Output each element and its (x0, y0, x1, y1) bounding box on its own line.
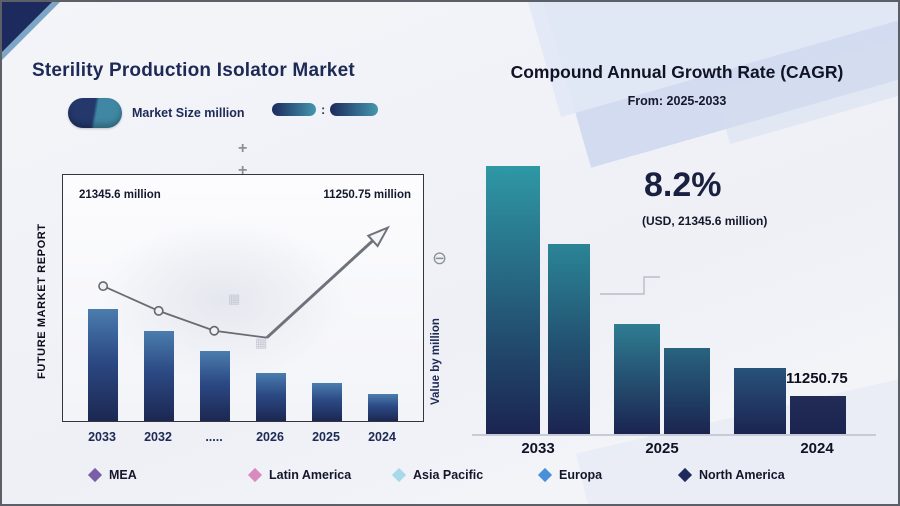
cagr-x-axis: 2033 2025 2024 (472, 440, 876, 462)
market-bar-2024 (368, 394, 398, 421)
legend-label: Asia Pacific (413, 468, 484, 482)
legend-label: Europa (559, 468, 603, 482)
legend-label: Latin America (269, 468, 352, 482)
legend-label: North America (699, 468, 785, 482)
market-x-label: 2032 (144, 430, 172, 444)
cagr-bars (472, 132, 876, 434)
legend-diamond-icon (247, 467, 263, 483)
cagr-baseline (472, 434, 876, 436)
legend-label: MEA (109, 468, 137, 482)
market-bar-2026 (256, 373, 286, 421)
cagr-title: Compound Annual Growth Rate (CAGR) (510, 62, 844, 82)
pill-separator: : (321, 102, 326, 117)
chart-max-value-label: 21345.6 million (79, 189, 161, 201)
cagr-x-label: 2033 (521, 440, 555, 457)
legend-item-north-america: North America (677, 467, 785, 483)
cagr-bar-2024-2 (790, 396, 846, 434)
cagr-x-label: 2024 (800, 440, 834, 457)
cagr-bar-2033-2 (548, 244, 590, 434)
minus-circle-icon: ⊖ (432, 248, 448, 268)
cagr-x-label: 2025 (645, 440, 679, 457)
chart-min-value-label: 11250.75 million (323, 189, 411, 201)
corner-triangle (2, 2, 56, 56)
cagr-subtitle: From: 2025-2033 (627, 94, 727, 108)
market-x-label: ..... (205, 430, 223, 444)
legend-diamond-icon (537, 467, 553, 483)
cagr-chart: 2033 2025 2024 11250.75 (472, 132, 876, 457)
legend-item-mea: MEA (87, 467, 137, 483)
watermark-grid-icon: ▦ (255, 335, 268, 350)
market-bar-..... (200, 351, 230, 421)
market-x-label: 2024 (368, 430, 396, 444)
market-size-chart: 21345.6 million 11250.75 million ▦ ▦ (62, 174, 424, 422)
gradient-pill-left (272, 103, 316, 116)
market-bar-2032 (144, 331, 174, 421)
plus-icon: + (238, 140, 248, 157)
gradient-pill-right (330, 103, 379, 116)
legend-item-europa: Europa (537, 467, 603, 483)
cagr-bar-2024-1 (734, 368, 786, 434)
capsule-icon (68, 98, 122, 128)
market-x-label: 2026 (256, 430, 284, 444)
region-legend: MEA Latin America Asia Pacific Europa North … (2, 466, 898, 496)
legend-diamond-icon (677, 467, 693, 483)
legend-diamond-icon (391, 467, 407, 483)
cagr-bar-2025-2 (664, 348, 710, 434)
market-bars (63, 175, 423, 421)
step-decoration (600, 276, 660, 295)
cagr-bar-2033-1 (486, 166, 540, 434)
cagr-annotation: 11250.75 (786, 370, 848, 387)
market-x-label: 2025 (312, 430, 340, 444)
cagr-note: (USD, 21345.6 million) (642, 214, 768, 228)
cagr-value: 8.2% (644, 166, 722, 204)
market-bar-2025 (312, 383, 342, 421)
legend-diamond-icon (87, 467, 103, 483)
page-title: Sterility Production Isolator Market (32, 60, 355, 81)
market-bar-2033 (88, 309, 118, 421)
legend-item-asia-pacific: Asia Pacific (391, 467, 484, 483)
legend-item-latin-america: Latin America (247, 467, 352, 483)
market-x-axis: 2033 2032..... 2026 2025 2024 (62, 430, 424, 450)
market-x-label: 2033 (88, 430, 116, 444)
plus-icon: + (238, 162, 248, 179)
future-market-report-label: FUTURE MARKET REPORT (36, 223, 48, 379)
market-size-label: Market Size million (132, 106, 245, 120)
cagr-bar-2025-1 (614, 324, 660, 434)
gradient-pills: : (272, 102, 379, 117)
value-axis-label: Value by million (430, 318, 442, 406)
